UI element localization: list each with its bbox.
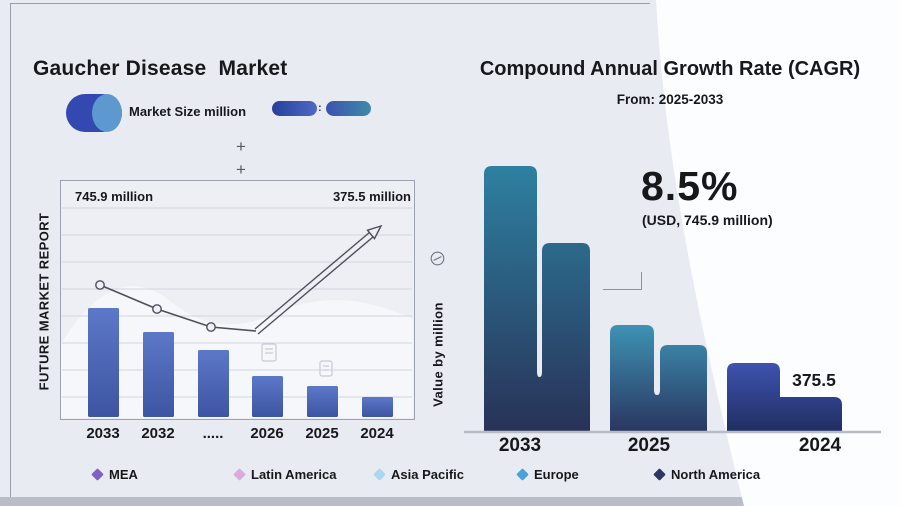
faint-doc-icons bbox=[261, 343, 333, 377]
legend-label: Europe bbox=[534, 467, 579, 482]
value-by-million-label: Value by million bbox=[430, 302, 446, 407]
plus-icon: + bbox=[236, 137, 246, 156]
growth-arrow bbox=[254, 224, 383, 335]
legend-label: Latin America bbox=[251, 467, 337, 482]
annotation-375: 375.5 million bbox=[332, 189, 411, 204]
cagr-data-label-375: 375.5 bbox=[792, 370, 836, 390]
cagr-subtitle: From: 2025-2033 bbox=[616, 92, 724, 107]
x-label: 2033 bbox=[498, 435, 542, 456]
corner-line-decoration bbox=[603, 272, 642, 290]
diamond-marker-icon bbox=[516, 468, 529, 481]
gridlines bbox=[62, 207, 412, 398]
page-title: Gaucher Disease Market bbox=[33, 57, 288, 80]
frame-top-line bbox=[10, 3, 650, 4]
market-size-chart-svg bbox=[61, 207, 413, 418]
trend-markers bbox=[95, 280, 216, 332]
cagr-chart-svg bbox=[464, 166, 881, 434]
legend-pill-teal bbox=[326, 101, 371, 116]
legend-label: MEA bbox=[109, 467, 138, 482]
bar-2033 bbox=[88, 308, 119, 417]
legend-pill-dark bbox=[272, 101, 317, 116]
legend-label: Asia Pacific bbox=[391, 467, 464, 482]
cylinder-cap bbox=[92, 94, 122, 132]
diamond-marker-icon bbox=[233, 468, 246, 481]
bar-2025 bbox=[307, 386, 338, 417]
market-size-chart bbox=[60, 180, 415, 420]
cylinder-icon bbox=[66, 92, 124, 134]
bar-2024 bbox=[362, 397, 393, 417]
market-size-label: Market Size million bbox=[129, 104, 247, 119]
x-label: 2025 bbox=[627, 435, 671, 456]
x-label: 2026 bbox=[250, 425, 284, 442]
market-size-bars bbox=[88, 308, 393, 417]
cagr-bars-2025 bbox=[610, 325, 707, 431]
x-label: 2024 bbox=[798, 435, 842, 456]
pill-separator: : bbox=[318, 102, 322, 114]
bar-dots bbox=[198, 350, 229, 417]
annotation-745: 745.9 million bbox=[75, 189, 154, 204]
x-label: 2033 bbox=[86, 425, 120, 442]
bottom-edge-strip bbox=[0, 497, 900, 506]
bar-2026 bbox=[252, 376, 283, 417]
cagr-title: Compound Annual Growth Rate (CAGR) bbox=[479, 58, 861, 80]
diamond-marker-icon bbox=[91, 468, 104, 481]
circle-slash-icon bbox=[430, 251, 445, 266]
future-market-report-label: FUTURE MARKET REPORT bbox=[36, 212, 52, 391]
x-label: 2025 bbox=[305, 425, 339, 442]
legend-label: North America bbox=[671, 467, 761, 482]
x-label: 2032 bbox=[141, 425, 175, 442]
x-label: ..... bbox=[202, 425, 224, 442]
x-label: 2024 bbox=[360, 425, 394, 442]
plus-icon: + bbox=[236, 160, 246, 179]
cagr-bars-2033 bbox=[484, 166, 590, 431]
frame-left-line bbox=[10, 3, 11, 497]
diamond-marker-icon bbox=[373, 468, 386, 481]
bar-2032 bbox=[143, 332, 174, 417]
trend-line bbox=[99, 284, 257, 332]
diamond-marker-icon bbox=[653, 468, 666, 481]
